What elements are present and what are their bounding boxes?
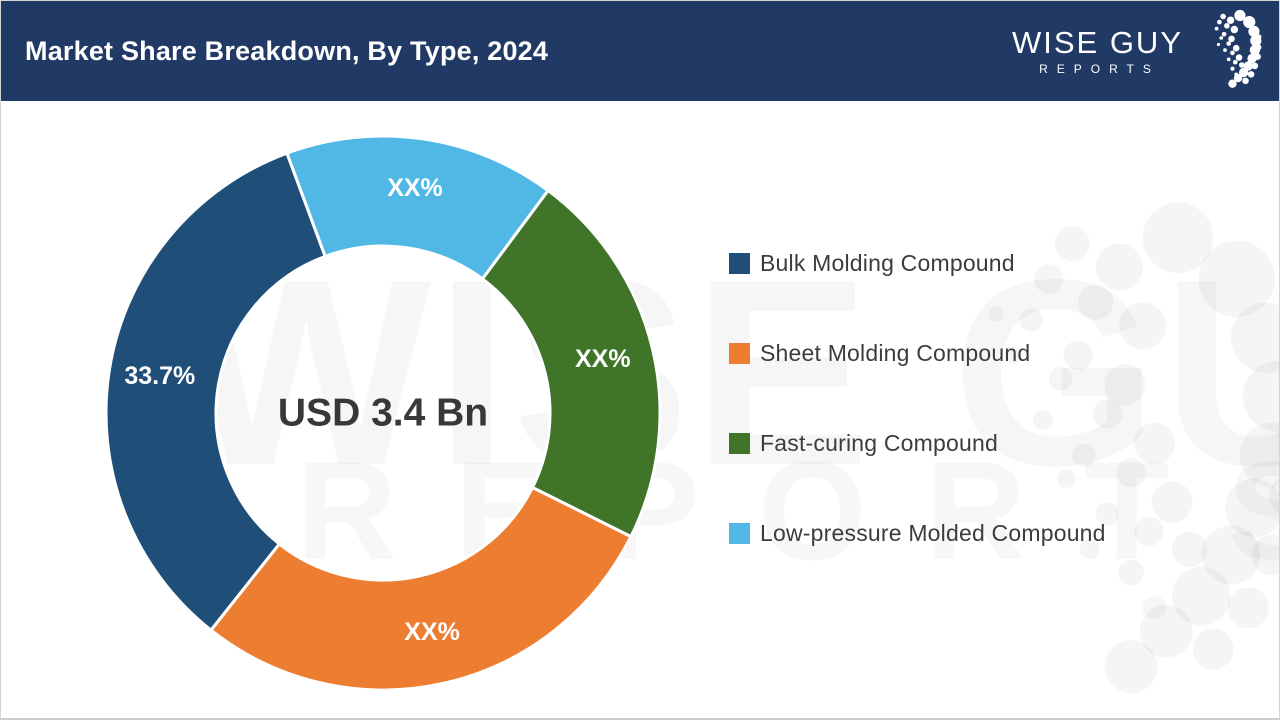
legend-label: Bulk Molding Compound — [760, 249, 1015, 276]
slice-value-label: XX% — [404, 618, 460, 646]
donut-segment-sheet-molding-compound — [208, 485, 633, 692]
brand-logo: WISE GUY REPORTS — [1012, 9, 1263, 93]
legend-item: Low-pressure Molded Compound — [729, 519, 1106, 547]
watermark-face-icon — [988, 202, 1279, 694]
legend-label: Fast-curing Compound — [760, 429, 998, 456]
legend-swatch-sheet-molding-compound — [729, 342, 750, 364]
brand-face-icon — [1214, 9, 1262, 88]
legend-item: Fast-curing Compound — [729, 429, 1106, 457]
brand-name: WISE GUY — [1011, 24, 1183, 60]
slice-value-label: 33.7% — [124, 362, 195, 390]
chart-legend: Bulk Molding Compound Sheet Molding Comp… — [729, 249, 1106, 547]
legend-label: Sheet Molding Compound — [760, 339, 1031, 366]
legend-label: Low-pressure Molded Compound — [760, 519, 1106, 546]
chart-center-value: USD 3.4 Bn — [278, 391, 488, 434]
donut-segment-fast-curing-compound — [480, 188, 662, 539]
legend-swatch-bulk-molding-compound — [729, 252, 750, 274]
slice-value-label: XX% — [387, 174, 443, 202]
donut-segment-bulk-molding-compound — [104, 151, 328, 633]
legend-item: Sheet Molding Compound — [729, 339, 1106, 367]
page-title: Market Share Breakdown, By Type, 2024 — [25, 35, 549, 66]
legend-swatch-low-pressure-molded-compound — [729, 522, 750, 544]
legend-item: Bulk Molding Compound — [729, 249, 1106, 277]
slice-value-label: XX% — [575, 345, 631, 373]
brand-subname: REPORTS — [1039, 61, 1160, 76]
legend-swatch-fast-curing-compound — [729, 432, 750, 454]
header: Market Share Breakdown, By Type, 2024 WI… — [1, 1, 1279, 101]
